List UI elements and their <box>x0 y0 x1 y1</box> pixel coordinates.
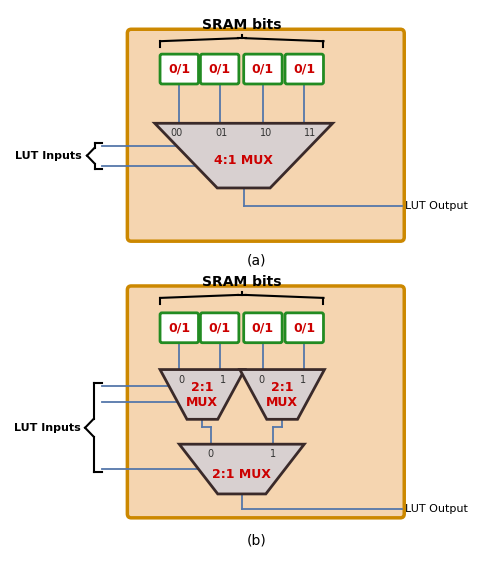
FancyBboxPatch shape <box>285 313 323 343</box>
Text: 0/1: 0/1 <box>293 321 315 334</box>
Text: 00: 00 <box>171 128 183 138</box>
FancyBboxPatch shape <box>244 54 282 84</box>
Polygon shape <box>240 370 324 419</box>
FancyBboxPatch shape <box>160 54 198 84</box>
Text: 0/1: 0/1 <box>168 62 190 75</box>
Text: SRAM bits: SRAM bits <box>202 275 282 289</box>
Text: LUT Output: LUT Output <box>405 201 468 211</box>
Text: 01: 01 <box>215 128 228 138</box>
FancyBboxPatch shape <box>200 54 239 84</box>
Polygon shape <box>155 123 333 188</box>
FancyBboxPatch shape <box>127 29 404 241</box>
Polygon shape <box>160 370 245 419</box>
Text: (b): (b) <box>247 534 266 548</box>
Text: 0/1: 0/1 <box>209 62 231 75</box>
FancyBboxPatch shape <box>285 54 323 84</box>
Text: 0/1: 0/1 <box>293 62 315 75</box>
FancyBboxPatch shape <box>244 313 282 343</box>
Text: (a): (a) <box>247 253 266 267</box>
FancyBboxPatch shape <box>127 286 404 518</box>
Polygon shape <box>179 444 304 494</box>
FancyBboxPatch shape <box>200 313 239 343</box>
Text: 0/1: 0/1 <box>209 321 231 334</box>
Text: LUT Output: LUT Output <box>405 504 468 514</box>
Text: 2:1 MUX: 2:1 MUX <box>212 468 271 481</box>
Text: LUT Inputs: LUT Inputs <box>13 423 80 433</box>
Text: 1: 1 <box>270 449 276 459</box>
Text: 0: 0 <box>207 449 214 459</box>
Text: 1: 1 <box>300 374 307 384</box>
Text: SRAM bits: SRAM bits <box>202 18 282 32</box>
FancyBboxPatch shape <box>160 313 198 343</box>
Text: 0: 0 <box>258 374 264 384</box>
Text: 2:1: 2:1 <box>191 381 214 394</box>
Text: 0/1: 0/1 <box>252 321 274 334</box>
Text: MUX: MUX <box>186 396 218 409</box>
Text: 11: 11 <box>304 128 316 138</box>
Text: LUT Inputs: LUT Inputs <box>15 151 82 161</box>
Text: 0/1: 0/1 <box>252 62 274 75</box>
Text: 4:1 MUX: 4:1 MUX <box>214 154 273 167</box>
Text: 0/1: 0/1 <box>168 321 190 334</box>
Text: 1: 1 <box>220 374 227 384</box>
Text: 10: 10 <box>260 128 272 138</box>
Text: MUX: MUX <box>266 396 298 409</box>
Text: 2:1: 2:1 <box>271 381 294 394</box>
Text: 0: 0 <box>178 374 184 384</box>
